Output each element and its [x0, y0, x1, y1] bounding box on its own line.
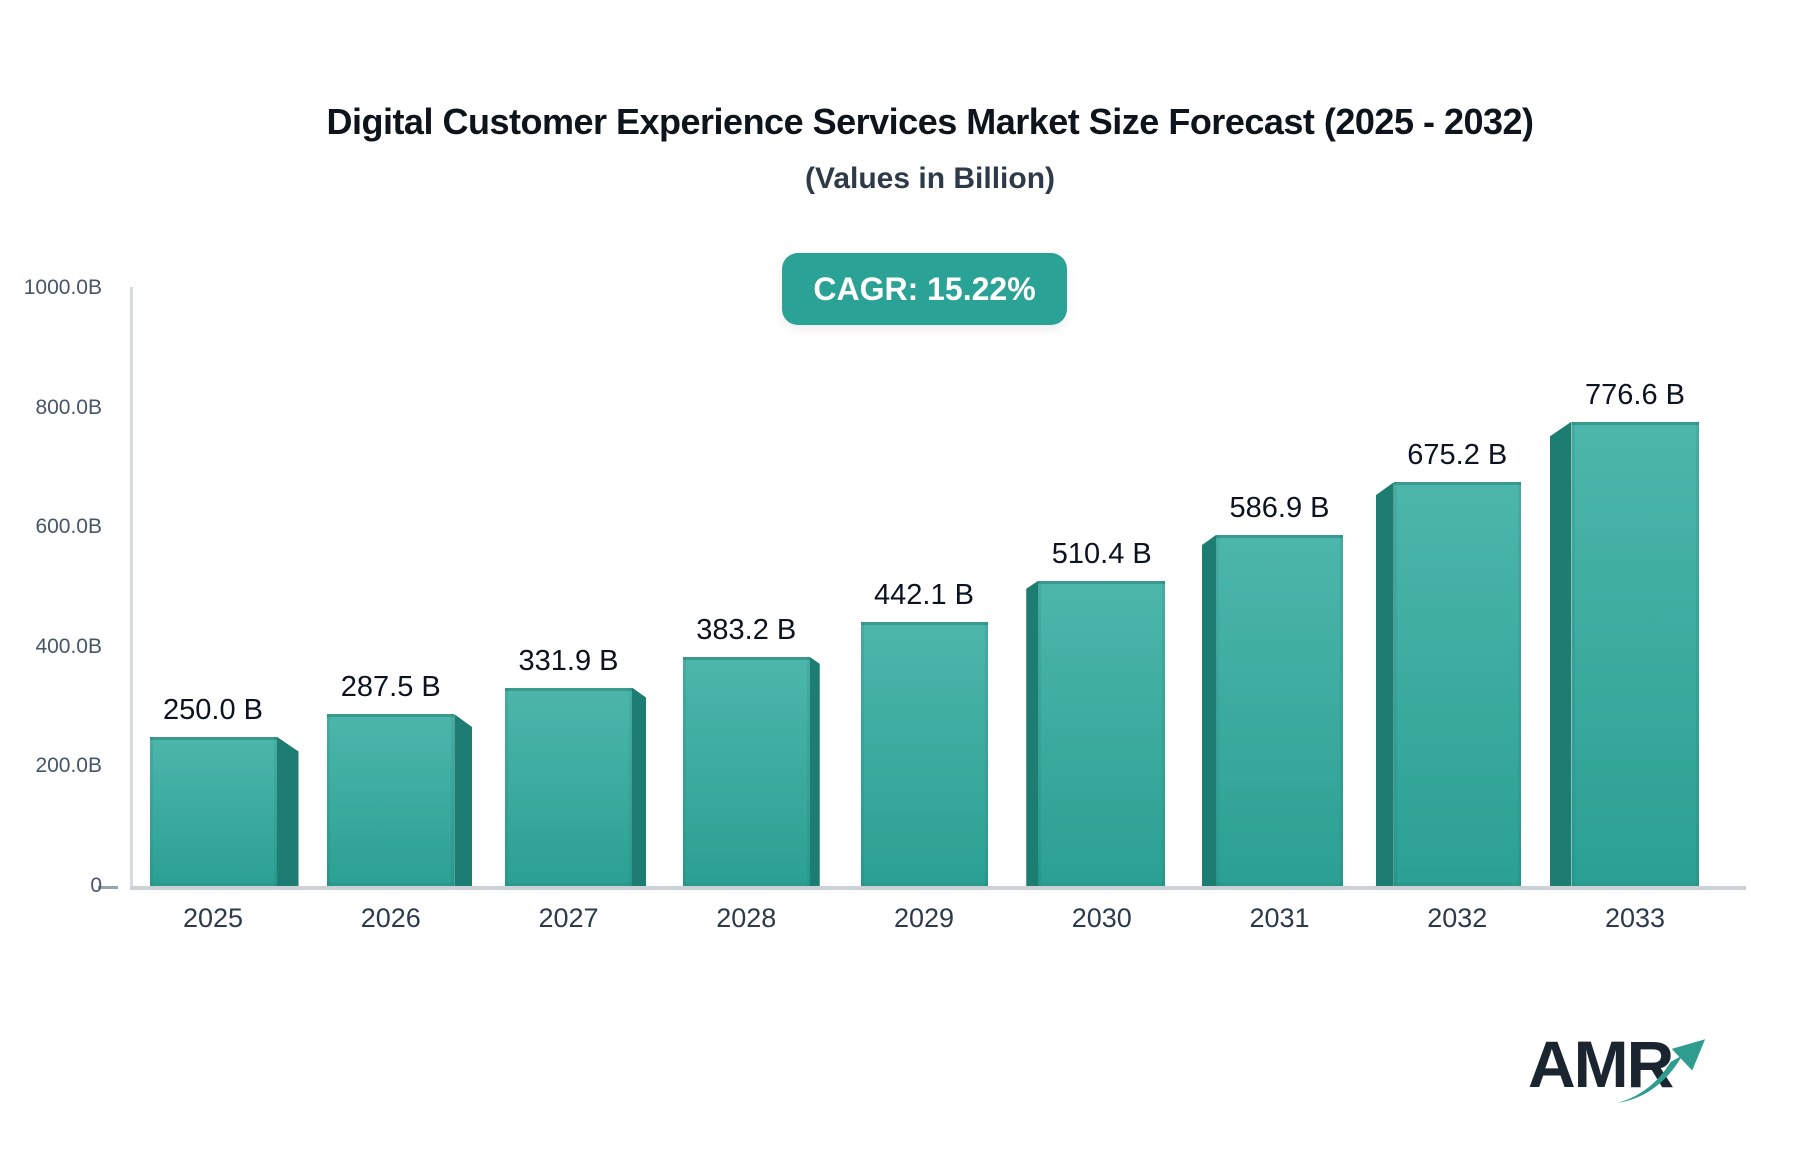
chart-subtitle: (Values in Billion)	[804, 162, 1056, 195]
x-axis-label: 2028	[716, 903, 777, 933]
bar-2033	[1571, 421, 1699, 886]
bar-side-face	[1026, 580, 1039, 886]
x-axis-label: 2026	[360, 903, 421, 933]
y-tick-label: 800.0B	[35, 395, 102, 419]
x-axis-label: 2031	[1249, 903, 1310, 933]
chart-title: Digital Customer Experience Services Mar…	[326, 101, 1534, 142]
bar-side-face	[632, 687, 646, 886]
growth-arrow-icon	[1617, 1039, 1706, 1103]
bar-value-label: 586.9 B	[1229, 492, 1330, 525]
bar-2031	[1216, 535, 1343, 886]
y-tick-label: 400.0B	[35, 634, 102, 658]
y-tick-label: 200.0B	[35, 754, 102, 778]
y-tick-label: 600.0B	[35, 515, 102, 539]
amr-logo: AMR	[1528, 1024, 1788, 1116]
bar-2027	[505, 687, 632, 886]
y-axis-zero-tick	[98, 886, 118, 889]
bar-value-label: 776.6 B	[1585, 378, 1685, 411]
x-axis-label: 2030	[1071, 903, 1132, 933]
x-axis-label: 2025	[182, 903, 244, 933]
bar-value-label: 510.4 B	[1051, 537, 1152, 570]
bar-side-face	[1549, 421, 1572, 886]
bar-side-face	[1375, 482, 1394, 886]
bar-value-label: 331.9 B	[518, 644, 619, 677]
bar-side-face	[809, 656, 820, 886]
y-axis-line	[130, 287, 133, 888]
x-axis-label: 2033	[1604, 903, 1666, 933]
cagr-badge: CAGR: 15.22%	[782, 253, 1067, 325]
bar-value-label: 442.1 B	[874, 578, 974, 611]
y-tick-label: 0	[90, 874, 102, 897]
bar-2025	[149, 736, 277, 886]
bar-value-label: 250.0 B	[163, 693, 263, 726]
bar-side-face	[276, 736, 299, 886]
bar-side-face	[454, 714, 473, 886]
bar-2030	[1038, 580, 1166, 886]
bar-value-label: 383.2 B	[696, 613, 797, 646]
x-axis-label: 2029	[893, 903, 955, 933]
bar-value-label: 287.5 B	[340, 671, 441, 704]
bar-2026	[327, 714, 455, 886]
x-axis-label: 2032	[1427, 903, 1488, 933]
x-axis-label: 2027	[538, 903, 599, 933]
bar-side-face	[1202, 535, 1216, 886]
cagr-badge-label: CAGR: 15.22%	[813, 270, 1036, 307]
y-tick-label: 1000.0B	[23, 276, 102, 299]
bar-2029	[860, 621, 988, 886]
bar-value-label: 675.2 B	[1407, 439, 1508, 472]
x-axis-baseline	[130, 886, 1746, 890]
bar-2032	[1393, 482, 1521, 886]
bar-2028	[682, 656, 810, 886]
